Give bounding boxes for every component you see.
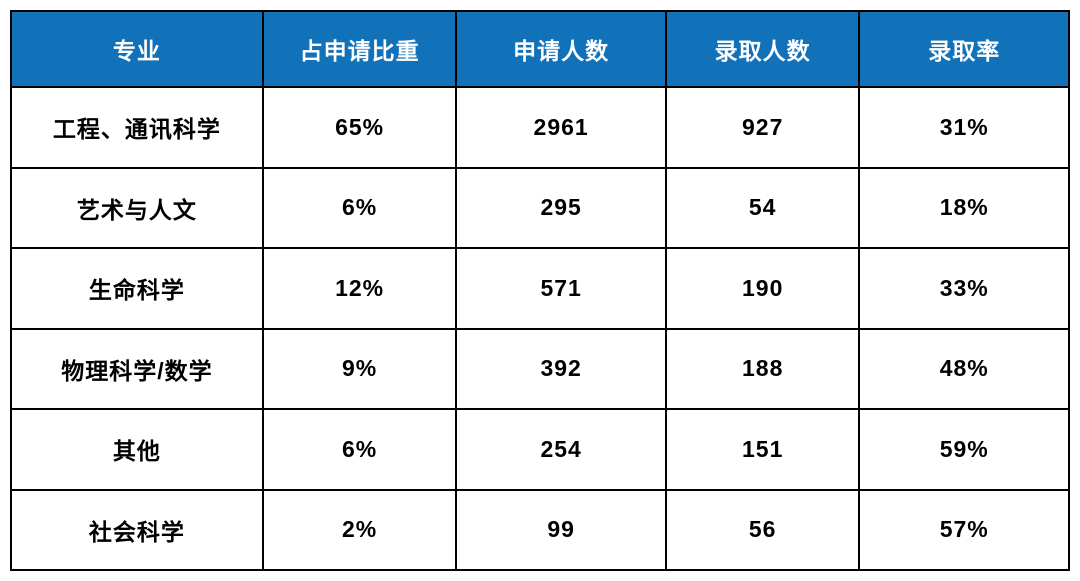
- column-header-app-share: 占申请比重: [261, 10, 458, 88]
- cell-app-share: 6%: [261, 408, 458, 491]
- cell-major: 生命科学: [10, 247, 264, 330]
- cell-admit-rate: 18%: [858, 166, 1070, 249]
- cell-applicants: 571: [455, 247, 667, 330]
- column-header-admit-rate: 录取率: [858, 10, 1070, 88]
- table-row: 艺术与人文 6% 295 54 18%: [10, 166, 1070, 249]
- cell-app-share: 2%: [261, 488, 458, 571]
- cell-applicants: 295: [455, 166, 667, 249]
- cell-app-share: 65%: [261, 86, 458, 169]
- admission-stats-table: 专业 占申请比重 申请人数 录取人数 录取率 工程、通讯科学 65% 2961 …: [10, 10, 1070, 571]
- cell-app-share: 9%: [261, 327, 458, 410]
- cell-admit-rate: 48%: [858, 327, 1070, 410]
- table-row: 生命科学 12% 571 190 33%: [10, 247, 1070, 330]
- cell-major: 社会科学: [10, 488, 264, 571]
- table-row: 其他 6% 254 151 59%: [10, 408, 1070, 491]
- column-header-admitted: 录取人数: [664, 10, 861, 88]
- cell-admitted: 188: [664, 327, 861, 410]
- cell-admitted: 54: [664, 166, 861, 249]
- cell-admitted: 190: [664, 247, 861, 330]
- cell-major: 艺术与人文: [10, 166, 264, 249]
- table-row: 社会科学 2% 99 56 57%: [10, 488, 1070, 571]
- cell-applicants: 392: [455, 327, 667, 410]
- table-row: 物理科学/数学 9% 392 188 48%: [10, 327, 1070, 410]
- column-header-applicants: 申请人数: [455, 10, 667, 88]
- cell-app-share: 12%: [261, 247, 458, 330]
- cell-admit-rate: 57%: [858, 488, 1070, 571]
- cell-major: 工程、通讯科学: [10, 86, 264, 169]
- cell-applicants: 254: [455, 408, 667, 491]
- cell-admitted: 927: [664, 86, 861, 169]
- cell-admitted: 151: [664, 408, 861, 491]
- cell-admitted: 56: [664, 488, 861, 571]
- cell-applicants: 2961: [455, 86, 667, 169]
- cell-admit-rate: 31%: [858, 86, 1070, 169]
- cell-app-share: 6%: [261, 166, 458, 249]
- column-header-major: 专业: [10, 10, 264, 88]
- header-row: 专业 占申请比重 申请人数 录取人数 录取率: [10, 10, 1070, 88]
- cell-admit-rate: 33%: [858, 247, 1070, 330]
- table-row: 工程、通讯科学 65% 2961 927 31%: [10, 86, 1070, 169]
- cell-admit-rate: 59%: [858, 408, 1070, 491]
- cell-major: 其他: [10, 408, 264, 491]
- cell-applicants: 99: [455, 488, 667, 571]
- cell-major: 物理科学/数学: [10, 327, 264, 410]
